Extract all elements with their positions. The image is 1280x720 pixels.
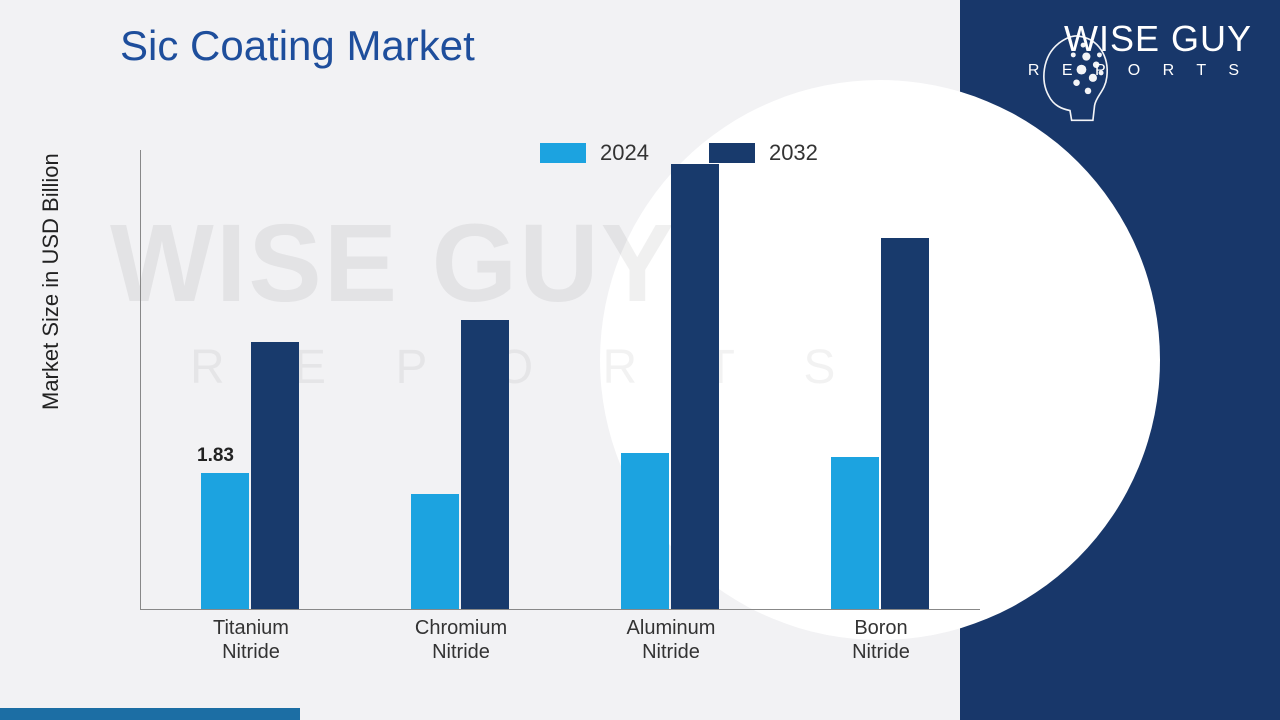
bottom-accent-strip — [0, 708, 300, 720]
bar-2032 — [881, 238, 929, 609]
bar-2024 — [411, 494, 459, 609]
chart-area: Market Size in USD Billion 2024 2032 1.8… — [80, 150, 980, 670]
bar-2032 — [671, 164, 719, 609]
x-axis-label: BoronNitride — [801, 616, 961, 664]
bar-2024 — [831, 457, 879, 609]
brand-logo: WISE GUY R E P O R T S — [1028, 18, 1252, 80]
x-axis-label: AluminumNitride — [591, 616, 751, 664]
bar-2032 — [251, 342, 299, 609]
bar-2024 — [201, 473, 249, 609]
bar-2024 — [621, 453, 669, 609]
head-profile-icon — [1028, 32, 1112, 122]
chart-stage: WISE GUY R E P O R T S Sic Coating Marke… — [0, 0, 1280, 720]
bar-2032 — [461, 320, 509, 609]
bar-value-label: 1.83 — [197, 445, 234, 467]
chart-title: Sic Coating Market — [120, 22, 475, 70]
x-axis-label: TitaniumNitride — [171, 616, 331, 664]
x-axis-label: ChromiumNitride — [381, 616, 541, 664]
y-axis-label: Market Size in USD Billion — [38, 153, 64, 410]
plot-area: 1.83TitaniumNitrideChromiumNitrideAlumin… — [140, 150, 980, 610]
